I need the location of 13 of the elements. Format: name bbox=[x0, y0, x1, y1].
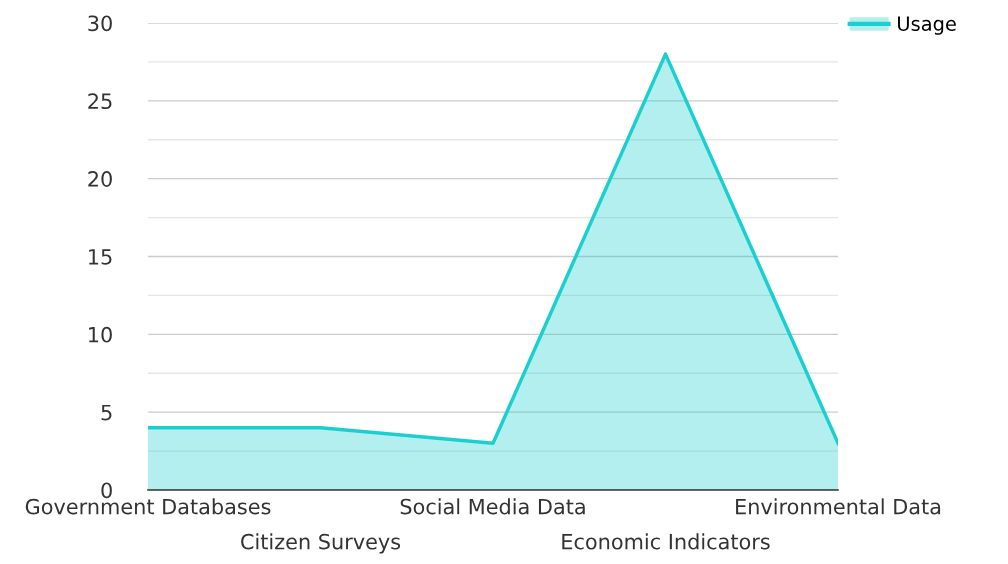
x-tick-label: Citizen Surveys bbox=[241, 533, 401, 554]
y-tick-label: 5 bbox=[101, 404, 112, 421]
legend-label: Usage bbox=[898, 16, 956, 35]
x-tick-label: Social Media Data bbox=[400, 498, 585, 515]
x-tick-label: Government Databases bbox=[25, 498, 271, 515]
x-tick-label: Environmental Data bbox=[736, 498, 941, 515]
y-tick-label: 15 bbox=[89, 249, 112, 265]
y-tick-label: 30 bbox=[88, 15, 112, 32]
y-tick-label: 10 bbox=[89, 326, 112, 343]
y-tick-label: 0 bbox=[101, 482, 112, 499]
x-tick-label: Economic Indicators bbox=[562, 533, 770, 550]
y-tick-label: 20 bbox=[88, 171, 112, 187]
y-tick-label: 25 bbox=[88, 93, 112, 110]
